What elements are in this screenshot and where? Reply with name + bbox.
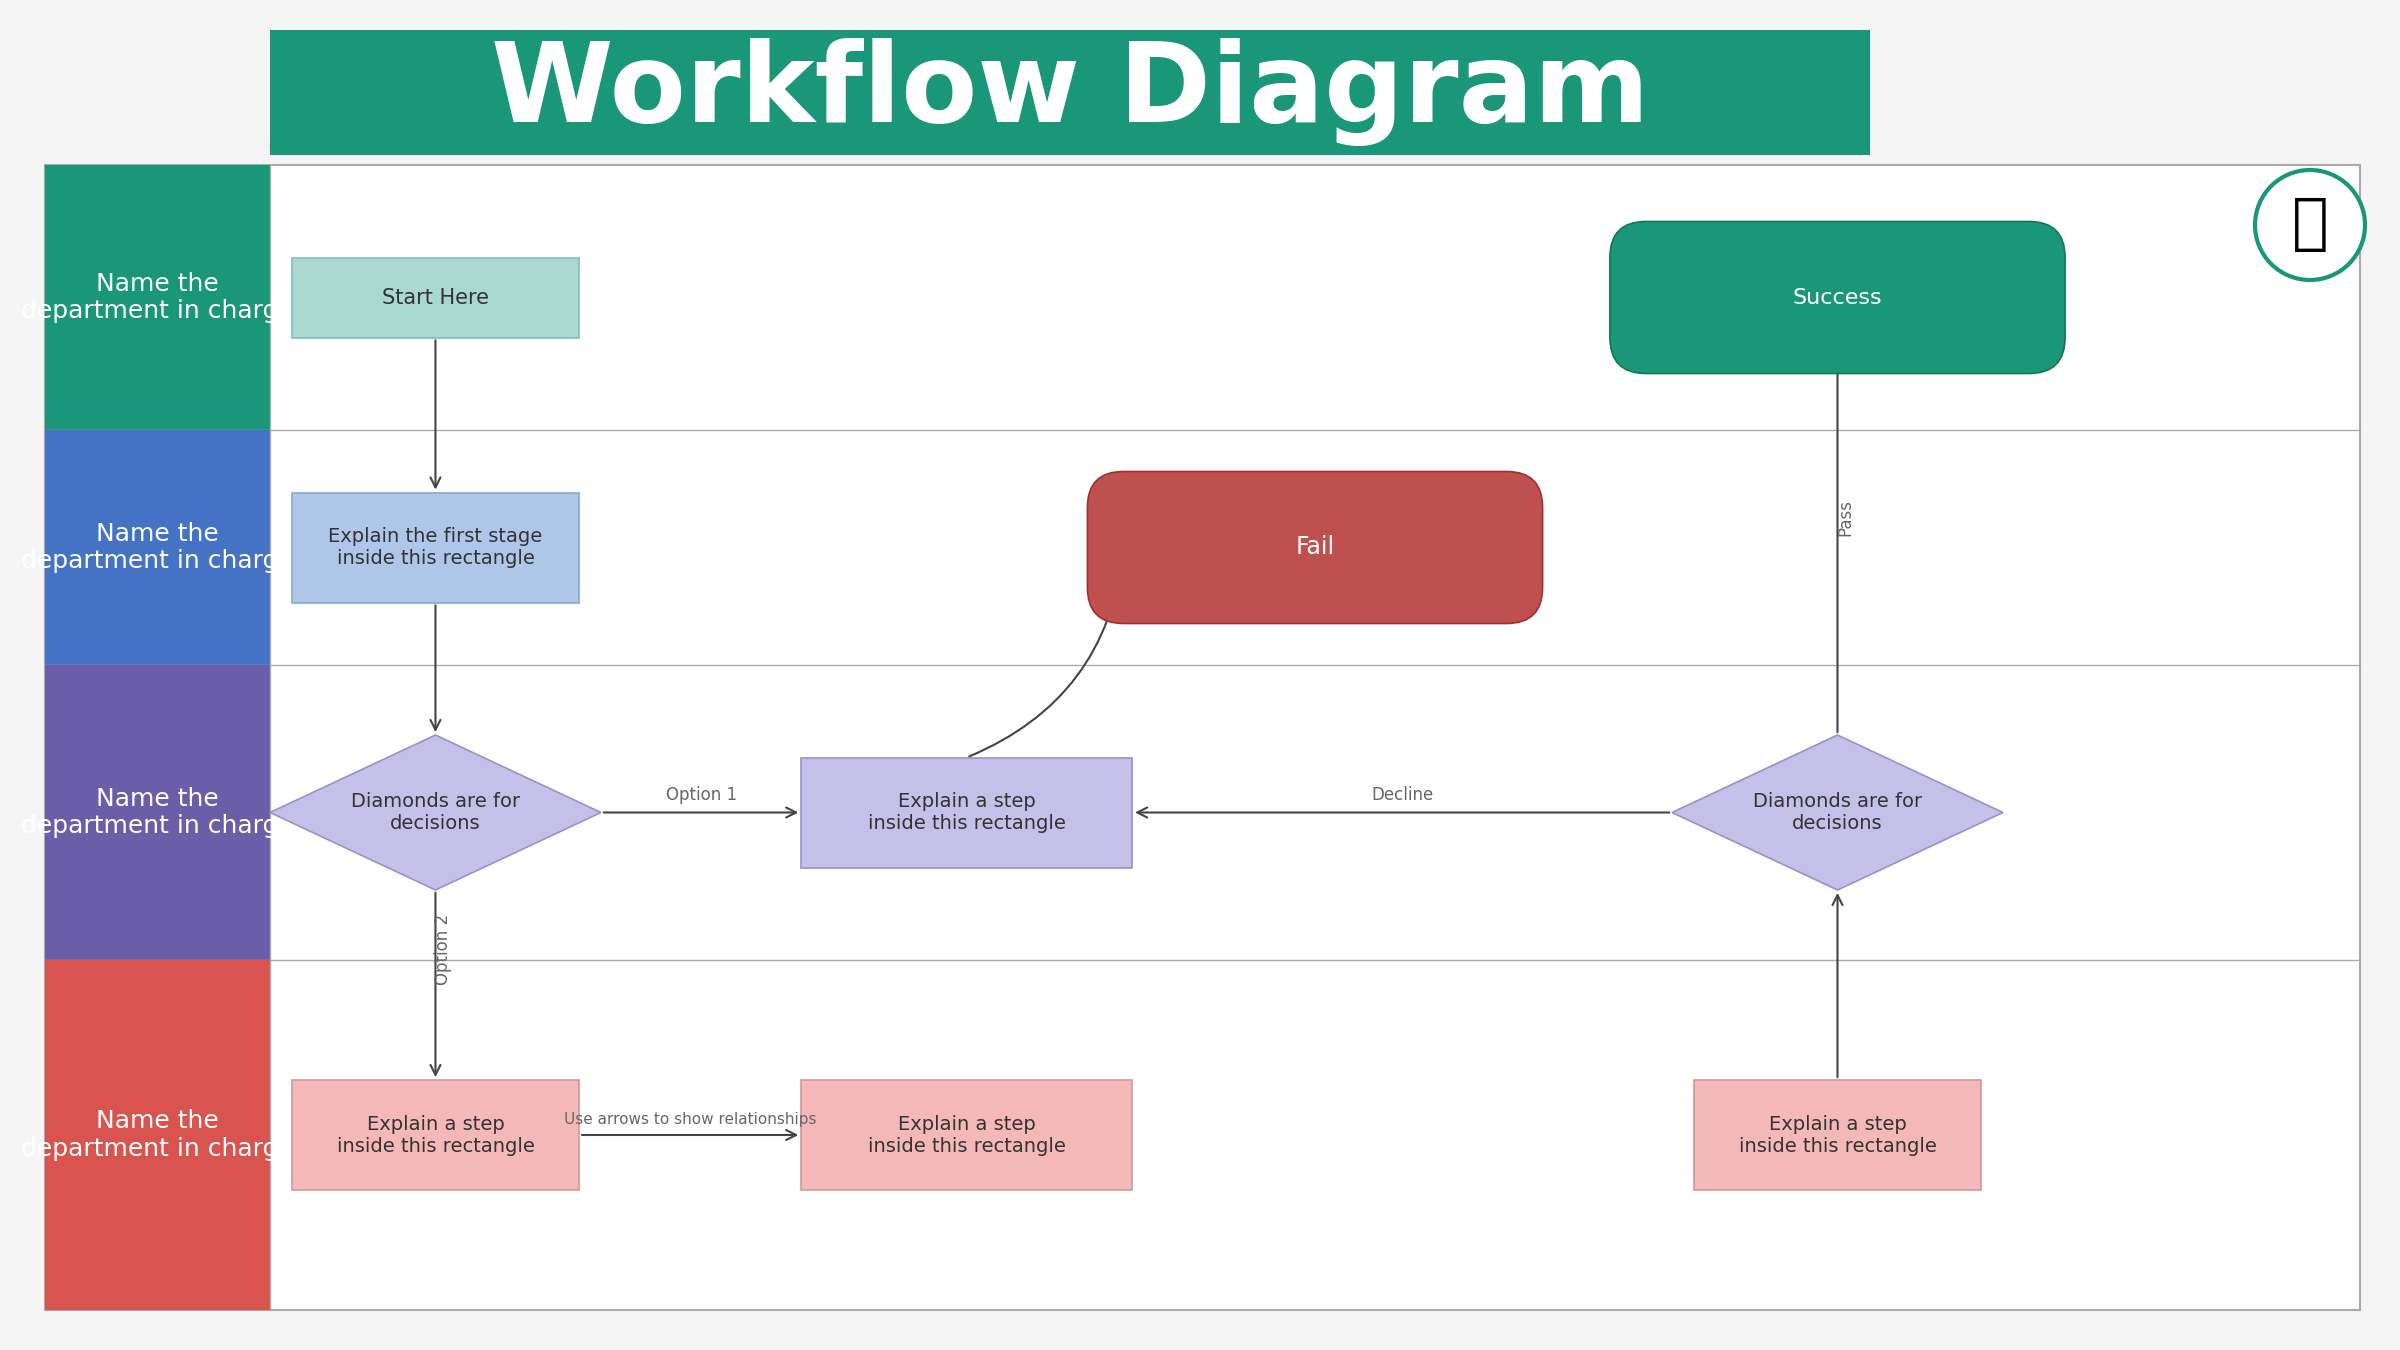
- FancyBboxPatch shape: [46, 666, 269, 960]
- Text: Success: Success: [1793, 288, 1882, 308]
- FancyBboxPatch shape: [802, 757, 1133, 868]
- Text: Explain a step
inside this rectangle: Explain a step inside this rectangle: [869, 792, 1066, 833]
- Text: Use arrows to show relationships: Use arrows to show relationships: [564, 1112, 816, 1127]
- FancyBboxPatch shape: [46, 431, 269, 666]
- FancyBboxPatch shape: [1610, 221, 2064, 374]
- Text: Explain a step
inside this rectangle: Explain a step inside this rectangle: [869, 1115, 1066, 1156]
- Text: Explain the first stage
inside this rectangle: Explain the first stage inside this rect…: [329, 526, 542, 568]
- Text: Decline: Decline: [1370, 787, 1433, 805]
- Text: Workflow Diagram: Workflow Diagram: [492, 39, 1649, 147]
- FancyBboxPatch shape: [802, 1080, 1133, 1189]
- Text: Diamonds are for
decisions: Diamonds are for decisions: [1752, 792, 1922, 833]
- Text: Name the
department in charge: Name the department in charge: [22, 1110, 293, 1161]
- FancyBboxPatch shape: [1694, 1080, 1980, 1189]
- FancyBboxPatch shape: [46, 165, 269, 431]
- FancyBboxPatch shape: [46, 165, 2359, 1310]
- Text: Fail: Fail: [1296, 536, 1334, 559]
- Circle shape: [2256, 170, 2364, 279]
- FancyBboxPatch shape: [293, 258, 578, 338]
- Text: Name the
department in charge: Name the department in charge: [22, 271, 293, 324]
- FancyBboxPatch shape: [1087, 471, 1543, 624]
- Polygon shape: [1673, 734, 2004, 890]
- Text: Diamonds are for
decisions: Diamonds are for decisions: [350, 792, 521, 833]
- Text: Pass: Pass: [1836, 500, 1855, 536]
- Text: Start Here: Start Here: [382, 288, 490, 308]
- Text: 🎯: 🎯: [2292, 196, 2328, 255]
- Text: Option 1: Option 1: [665, 787, 737, 805]
- Text: Explain a step
inside this rectangle: Explain a step inside this rectangle: [336, 1115, 535, 1156]
- Polygon shape: [269, 734, 600, 890]
- Text: Option 2: Option 2: [434, 914, 454, 986]
- FancyBboxPatch shape: [293, 493, 578, 602]
- FancyBboxPatch shape: [46, 960, 269, 1310]
- FancyBboxPatch shape: [293, 1080, 578, 1189]
- Text: Name the
department in charge: Name the department in charge: [22, 521, 293, 574]
- FancyBboxPatch shape: [269, 30, 1870, 155]
- Text: Explain a step
inside this rectangle: Explain a step inside this rectangle: [1738, 1115, 1937, 1156]
- Text: Name the
department in charge: Name the department in charge: [22, 787, 293, 838]
